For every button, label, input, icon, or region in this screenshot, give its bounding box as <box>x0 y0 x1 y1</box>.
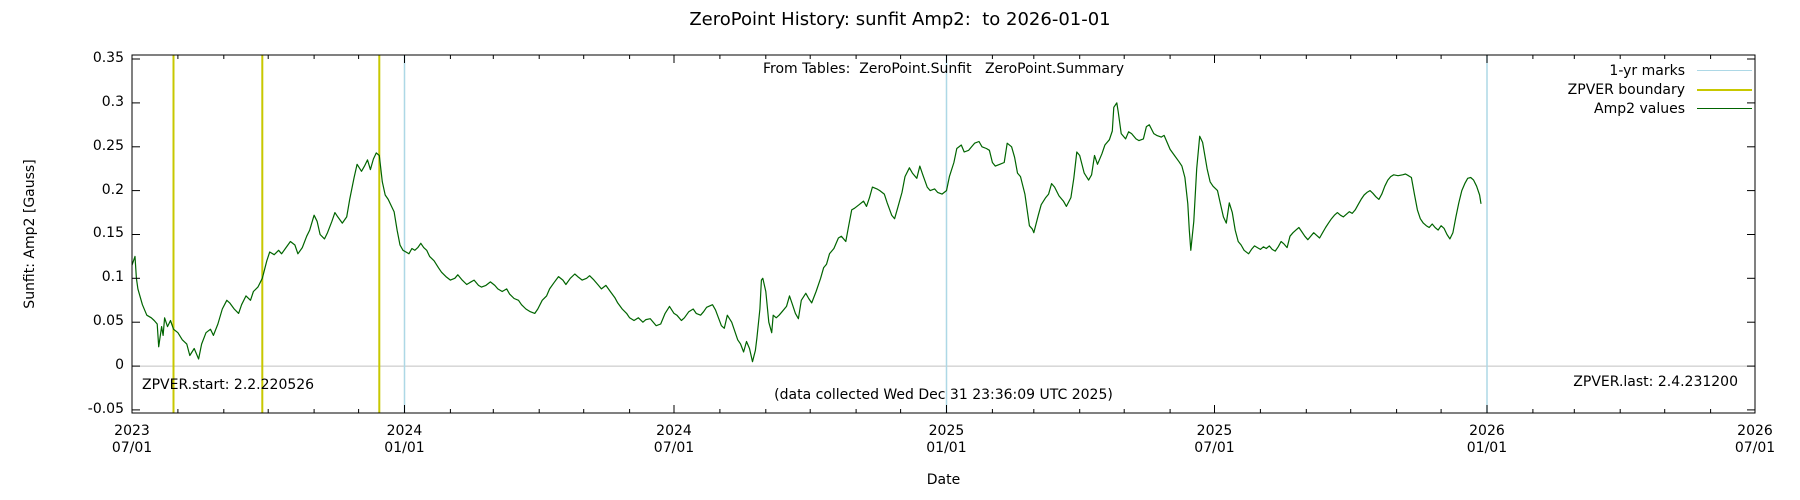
chart-subtitle: From Tables: ZeroPoint.Sunfit ZeroPoint.… <box>762 61 1125 77</box>
y-tick-label: 0.3 <box>101 93 124 110</box>
x-tick-label: 2024 01/01 <box>384 423 425 456</box>
amp2-curve <box>131 102 1482 363</box>
legend-swatch-1yr-marks <box>1697 70 1752 71</box>
x-minor-ticks <box>131 55 1756 413</box>
y-major-ticks <box>132 58 1755 411</box>
legend-label-amp2-values: Amp2 values <box>1594 100 1685 117</box>
y-axis-label: Sunfit: Amp2 [Gauss] <box>22 159 38 309</box>
annotation-data-collected: (data collected Wed Dec 31 23:36:09 UTC … <box>774 387 1113 403</box>
x-axis-label: Date <box>926 472 961 488</box>
vlines-1-yr-marks <box>403 55 1488 413</box>
x-tick-label: 2025 07/01 <box>1194 423 1235 456</box>
x-major-ticks <box>131 55 1756 413</box>
legend-label-zpver-boundary: ZPVER boundary <box>1567 81 1685 98</box>
vlines-zpver-boundary <box>172 55 381 413</box>
x-tick-label: 2025 01/01 <box>926 423 967 456</box>
legend: 1-yr marks ZPVER boundary Amp2 values <box>1568 61 1752 118</box>
chart-title: ZeroPoint History: sunfit Amp2: to 2026-… <box>689 9 1111 30</box>
legend-swatch-amp2-values <box>1697 108 1752 109</box>
legend-label-1yr-marks: 1-yr marks <box>1609 62 1685 79</box>
y-tick-label: 0 <box>115 357 124 374</box>
annotation-zpver-last: ZPVER.last: 2.4.231200 <box>1573 374 1738 390</box>
legend-row-amp2-values: Amp2 values <box>1568 99 1752 118</box>
x-tick-label: 2026 01/01 <box>1466 423 1508 456</box>
x-tick-label: 2024 07/01 <box>653 423 695 456</box>
plot-border <box>131 54 1756 414</box>
y-tick-label: 0.1 <box>101 269 124 286</box>
annotation-zpver-start: ZPVER.start: 2.2.220526 <box>142 377 315 393</box>
y-tick-label: 0.05 <box>92 313 124 330</box>
x-tick-label: 2026 07/01 <box>1734 423 1776 456</box>
y-tick-label: 0.15 <box>92 225 124 242</box>
y-tick-label: 0.35 <box>92 50 124 67</box>
legend-swatch-zpver-boundary <box>1697 88 1752 91</box>
y-tick-label: 0.2 <box>101 181 124 198</box>
legend-row-1yr-marks: 1-yr marks <box>1568 61 1752 80</box>
y-tick-label: 0.25 <box>92 137 124 154</box>
x-tick-label: 2023 07/01 <box>111 423 153 456</box>
legend-row-zpver-boundary: ZPVER boundary <box>1568 80 1752 99</box>
y-tick-label: -0.05 <box>87 400 124 417</box>
